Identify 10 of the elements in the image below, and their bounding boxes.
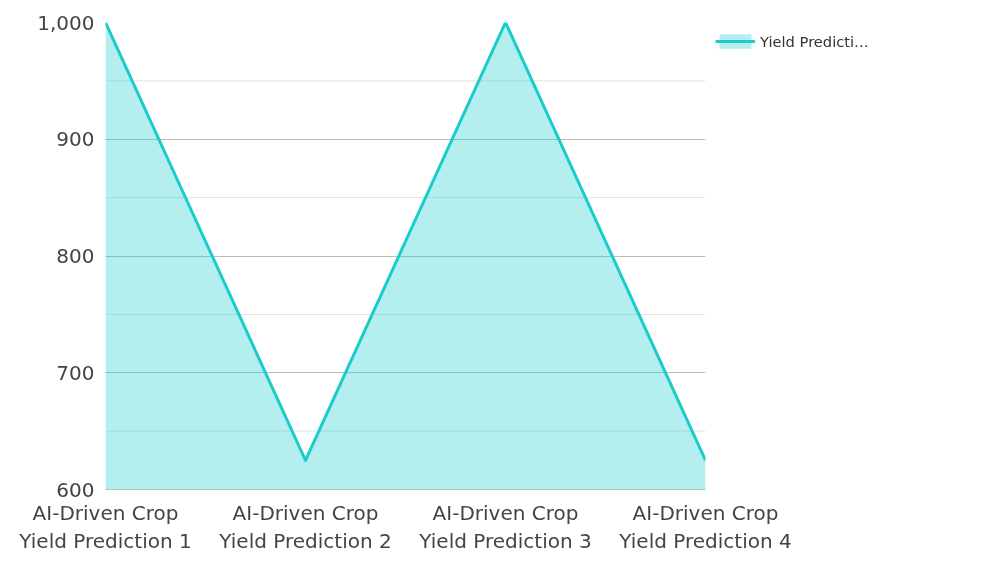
x-tick-label: AI-Driven Crop Yield Prediction 2 [218,500,392,554]
x-tick-label: AI-Driven Crop Yield Prediction 1 [18,500,192,554]
y-tick-label: 800 [56,244,95,268]
x-tick-label: AI-Driven Crop Yield Prediction 4 [618,500,792,554]
y-tick-label: 1,000 [37,10,95,35]
y-tick-label: 600 [56,477,95,502]
x-tick-label: AI-Driven Crop Yield Prediction 3 [418,500,592,554]
y-tick-label: 700 [56,360,95,385]
y-tick-label: 900 [56,127,95,152]
legend-label: Yield Predicti… [760,32,869,50]
